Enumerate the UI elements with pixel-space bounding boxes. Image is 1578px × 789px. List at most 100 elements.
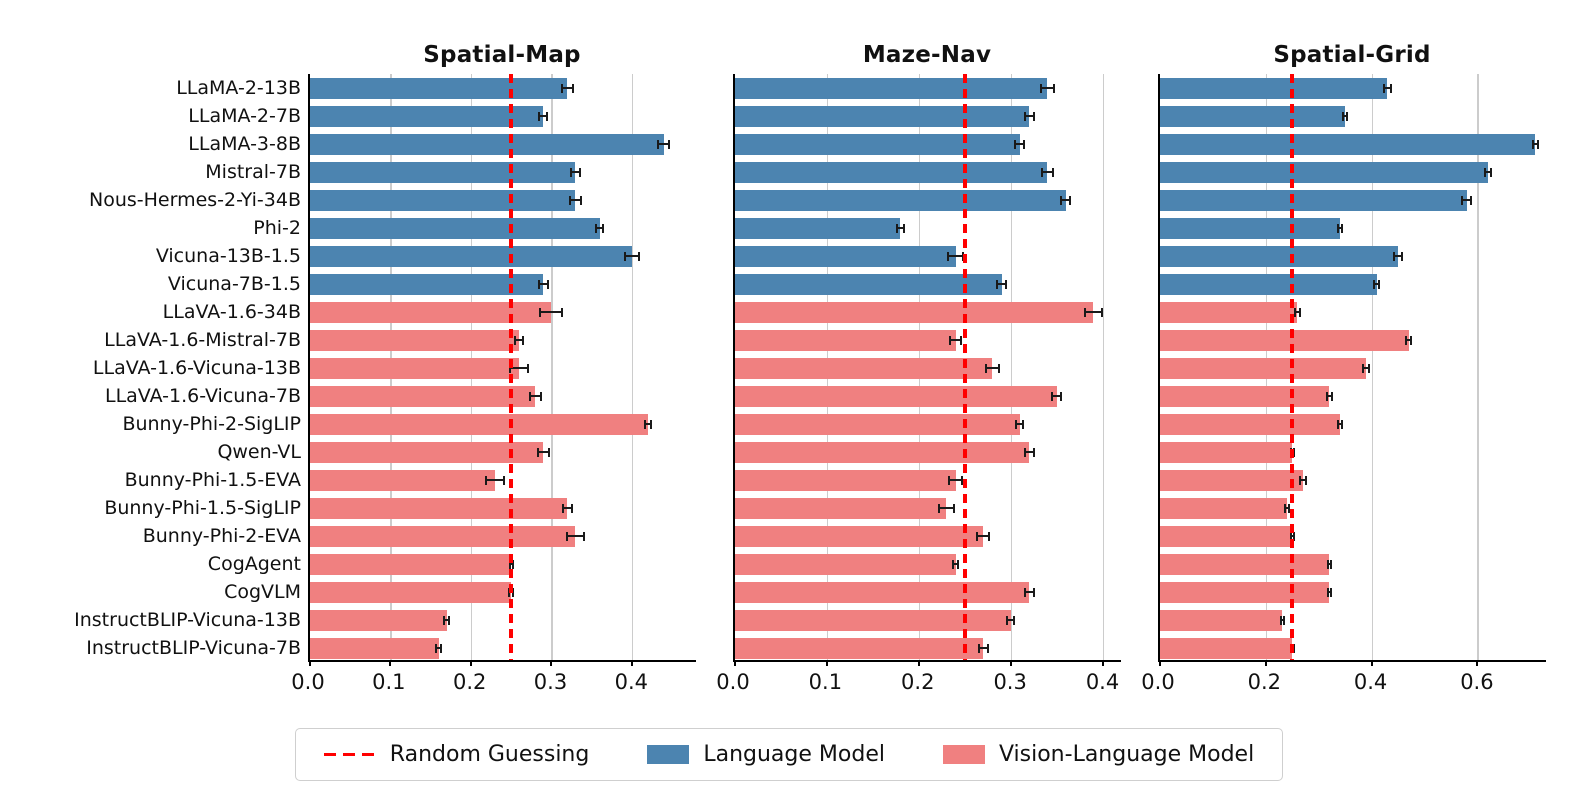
bar-llama-2-13b bbox=[735, 77, 1048, 99]
bar-vicuna-13b-1.5 bbox=[735, 245, 956, 267]
language-model-swatch-icon bbox=[647, 745, 690, 764]
bar-cogagent bbox=[735, 553, 956, 575]
title-spacer bbox=[6, 42, 308, 74]
error-bar bbox=[657, 139, 671, 149]
x-tick-label: 0.6 bbox=[1460, 670, 1494, 694]
gridline bbox=[1102, 74, 1104, 660]
gridline bbox=[551, 74, 553, 660]
x-axis-ticks: 0.0 0.1 0.2 0.3 0.4 bbox=[716, 662, 1121, 698]
error-bar bbox=[1294, 307, 1302, 317]
y-tick-label: CogVLM bbox=[224, 581, 301, 603]
x-tick-label: 0.0 bbox=[291, 670, 325, 694]
x-tick-mark bbox=[630, 660, 633, 666]
error-bar bbox=[538, 111, 549, 121]
plot-area bbox=[733, 74, 1121, 666]
error-bar bbox=[565, 531, 586, 541]
bar-phi-2 bbox=[310, 217, 600, 239]
error-bar bbox=[1336, 223, 1344, 233]
x-tick-label: 0.2 bbox=[901, 670, 935, 694]
y-tick-label: Bunny-Phi-1.5-SigLIP bbox=[104, 497, 301, 519]
bar-qwen-vl bbox=[735, 441, 1030, 463]
x-tick-mark bbox=[734, 660, 736, 666]
error-bar bbox=[1326, 587, 1333, 597]
x-tick-label: 0.1 bbox=[372, 670, 406, 694]
bar-bunny-phi-1.5-eva bbox=[310, 469, 495, 491]
error-bar bbox=[1040, 83, 1055, 93]
y-axis-label-column: LLaMA-2-13B LLaMA-2-7B LLaMA-3-8B Mistral-7… bbox=[6, 42, 308, 662]
legend-label-random-guessing: Random Guessing bbox=[389, 742, 590, 767]
bar-phi-2 bbox=[1160, 217, 1340, 239]
random-guessing-line-icon bbox=[323, 752, 376, 757]
bar-llava-1.6-vicuna-13b bbox=[1160, 357, 1367, 379]
error-bar bbox=[1461, 195, 1472, 205]
y-tick-label: LLaMA-2-13B bbox=[176, 77, 301, 99]
bar-nous-hermes-2-yi-34b bbox=[1160, 189, 1467, 211]
bar-instructblip-vicuna-7b bbox=[1160, 637, 1293, 659]
bar-llava-1.6-34b bbox=[1160, 301, 1298, 323]
panel-maze-nav: Maze-Nav 0.0 0.1 0.2 0.3 0.4 bbox=[716, 42, 1121, 698]
bar-vicuna-13b-1.5 bbox=[310, 245, 632, 267]
error-bar bbox=[947, 251, 964, 261]
bar-vicuna-7b-1.5 bbox=[310, 273, 544, 295]
y-tick-label: LLaVA-1.6-34B bbox=[162, 301, 301, 323]
error-bar bbox=[528, 391, 542, 401]
error-bar bbox=[996, 279, 1008, 289]
error-bar bbox=[539, 307, 564, 317]
bar-llama-3-8b bbox=[735, 133, 1020, 155]
panel-spatial-map: Spatial-Map 0.0 0.1 0.2 0.3 0.4 bbox=[291, 42, 696, 698]
bar-bunny-phi-2-eva bbox=[735, 525, 984, 547]
error-bar bbox=[1361, 363, 1371, 373]
error-bar bbox=[1298, 475, 1308, 485]
x-tick-label: 0.3 bbox=[993, 670, 1027, 694]
bar-llama-3-8b bbox=[1160, 133, 1536, 155]
error-bar bbox=[1483, 167, 1493, 177]
error-bar bbox=[443, 615, 451, 625]
y-tick-label: Vicuna-13B-1.5 bbox=[155, 245, 301, 267]
random-guessing-line bbox=[1290, 74, 1294, 660]
error-bar bbox=[938, 503, 955, 513]
gridline bbox=[1010, 74, 1013, 660]
bar-qwen-vl bbox=[1160, 441, 1293, 463]
random-guessing-line bbox=[509, 74, 513, 660]
y-tick-label: Mistral-7B bbox=[205, 161, 301, 183]
y-axis-labels: LLaMA-2-13B LLaMA-2-7B LLaMA-3-8B Mistral-7… bbox=[6, 74, 308, 662]
error-bar bbox=[595, 223, 604, 233]
error-bar bbox=[1532, 139, 1539, 149]
bar-bunny-phi-1.5-eva bbox=[735, 469, 956, 491]
y-tick-label: LLaMA-2-7B bbox=[188, 105, 301, 127]
bar-llama-3-8b bbox=[310, 133, 664, 155]
panel-title: Spatial-Map bbox=[423, 42, 581, 68]
x-tick-mark bbox=[1476, 660, 1479, 666]
bar-llava-1.6-vicuna-13b bbox=[310, 357, 520, 379]
error-bar bbox=[1006, 615, 1016, 625]
error-bar bbox=[561, 503, 574, 513]
bar-vicuna-7b-1.5 bbox=[1160, 273, 1377, 295]
error-bar bbox=[1327, 559, 1333, 569]
legend-label-vision-language-model: Vision-Language Model bbox=[998, 742, 1255, 767]
bar-llama-2-13b bbox=[310, 77, 568, 99]
bar-qwen-vl bbox=[310, 441, 544, 463]
bar-bunny-phi-1.5-eva bbox=[1160, 469, 1303, 491]
x-tick-label: 0.2 bbox=[452, 670, 487, 694]
vision-language-model-swatch-icon bbox=[942, 745, 985, 764]
error-bar bbox=[1373, 279, 1381, 289]
x-tick-label: 0.3 bbox=[533, 670, 568, 694]
gridline bbox=[631, 74, 634, 660]
error-bar bbox=[1060, 195, 1072, 205]
x-tick-mark bbox=[550, 660, 553, 666]
error-bar bbox=[1279, 615, 1285, 625]
x-axis-ticks: 0.0 0.2 0.4 0.6 bbox=[1141, 662, 1546, 698]
y-tick-label: LLaMA-3-8B bbox=[188, 133, 301, 155]
chart-row: LLaMA-2-13B LLaMA-2-7B LLaMA-3-8B Mistral-7… bbox=[0, 42, 1578, 698]
bar-mistral-7b bbox=[735, 161, 1048, 183]
error-bar bbox=[1383, 83, 1393, 93]
x-tick-label: 0.1 bbox=[808, 670, 843, 694]
y-tick-label: Nous-Hermes-2-Yi-34B bbox=[88, 189, 301, 211]
error-bar bbox=[1015, 419, 1025, 429]
x-tick-mark bbox=[1264, 660, 1267, 666]
y-tick-label: InstructBLIP-Vicuna-7B bbox=[86, 637, 301, 659]
y-tick-label: Qwen-VL bbox=[217, 441, 301, 463]
bar-nous-hermes-2-yi-34b bbox=[310, 189, 576, 211]
bar-cogagent bbox=[1160, 553, 1330, 575]
